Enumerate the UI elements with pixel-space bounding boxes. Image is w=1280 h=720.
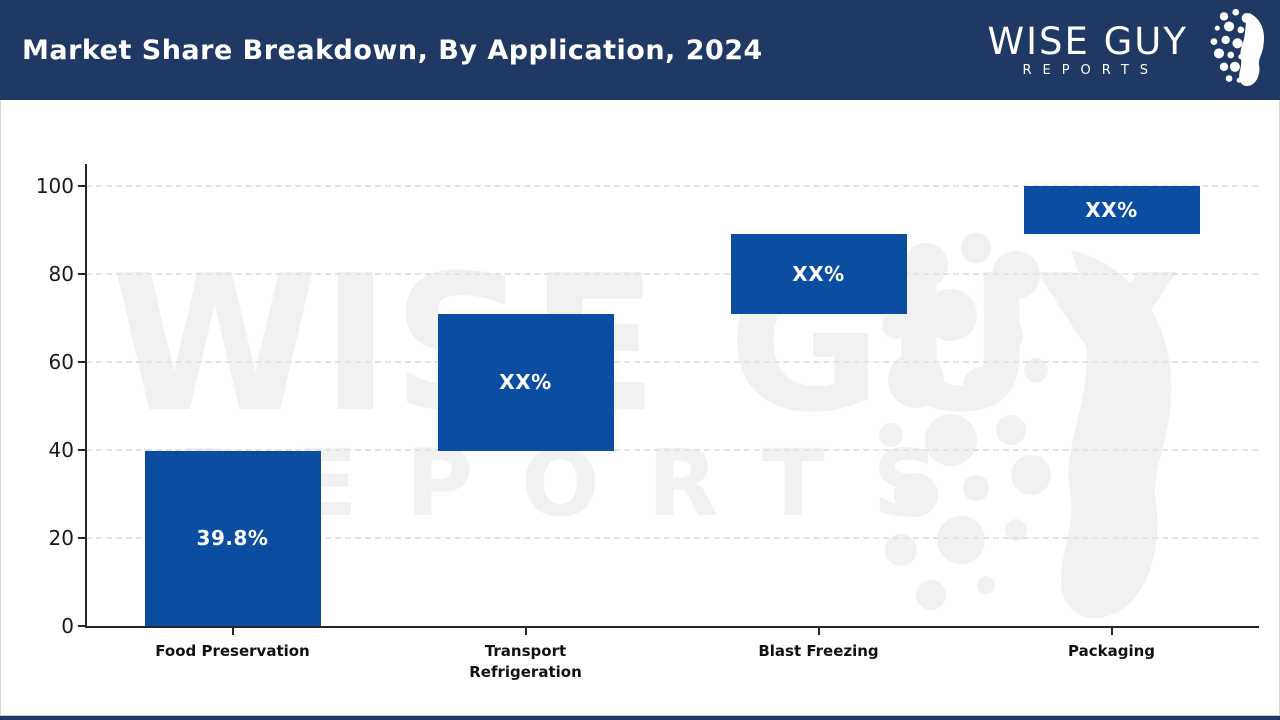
y-tick-label: 20 bbox=[48, 526, 74, 550]
x-tick-label-packaging: Packaging bbox=[1068, 642, 1155, 660]
bar-value-label: XX% bbox=[499, 370, 552, 395]
y-tick-label: 60 bbox=[48, 350, 74, 374]
bar-blast-freezing: XX% bbox=[730, 234, 907, 314]
y-tick-mark bbox=[78, 625, 86, 627]
gridline bbox=[86, 273, 1258, 275]
bar-food-preservation: 39.8% bbox=[144, 450, 321, 626]
wise-guy-face-icon bbox=[1210, 8, 1265, 87]
brand-subtitle: REPORTS bbox=[1022, 62, 1160, 78]
footer-bar bbox=[0, 716, 1280, 720]
brand-name: WISE GUY bbox=[987, 19, 1188, 63]
y-tick-label: 0 bbox=[61, 614, 74, 638]
y-tick-mark bbox=[78, 185, 86, 187]
bar-value-label: XX% bbox=[792, 262, 845, 287]
gridline bbox=[86, 449, 1258, 451]
x-tick-label-food-preservation: Food Preservation bbox=[155, 642, 310, 660]
x-tick-mark bbox=[817, 628, 820, 635]
x-tick-label-blast-freezing: Blast Freezing bbox=[758, 642, 879, 660]
y-axis-line bbox=[85, 164, 87, 627]
gridline bbox=[86, 185, 1258, 187]
bar-value-label: 39.8% bbox=[196, 526, 269, 551]
gridline bbox=[86, 361, 1258, 363]
x-tick-mark bbox=[1110, 628, 1113, 635]
y-tick-label: 80 bbox=[48, 262, 74, 286]
x-axis-line bbox=[85, 626, 1259, 628]
x-tick-mark bbox=[231, 628, 234, 635]
gridline bbox=[86, 537, 1258, 539]
y-tick-mark bbox=[78, 361, 86, 363]
bar-value-label: XX% bbox=[1085, 198, 1138, 223]
chart-area: WISE GUY REPORTS 39.8% XX% XX% XX% 0 20 40 60 8… bbox=[0, 100, 1280, 716]
y-tick-mark bbox=[78, 537, 86, 539]
x-tick-mark bbox=[524, 628, 527, 635]
x-tick-label-transport-refrigeration: Transport Refrigeration bbox=[469, 642, 582, 681]
header-bar: Market Share Breakdown, By Application, … bbox=[0, 0, 1280, 100]
bottom-hairline bbox=[0, 715, 1280, 716]
y-tick-label: 40 bbox=[48, 438, 74, 462]
y-tick-mark bbox=[78, 273, 86, 275]
brand-logo: WISE GUY REPORTS bbox=[988, 7, 1266, 93]
page-title: Market Share Breakdown, By Application, … bbox=[22, 34, 763, 66]
y-tick-label: 100 bbox=[35, 174, 74, 198]
y-tick-mark bbox=[78, 449, 86, 451]
brand-wordmark: WISE GUY REPORTS bbox=[987, 19, 1188, 78]
plot-area: 39.8% XX% XX% XX% bbox=[86, 185, 1258, 626]
watermark-face-icon bbox=[879, 233, 1172, 619]
bar-transport-refrigeration: XX% bbox=[437, 313, 614, 451]
bar-packaging: XX% bbox=[1023, 186, 1200, 235]
